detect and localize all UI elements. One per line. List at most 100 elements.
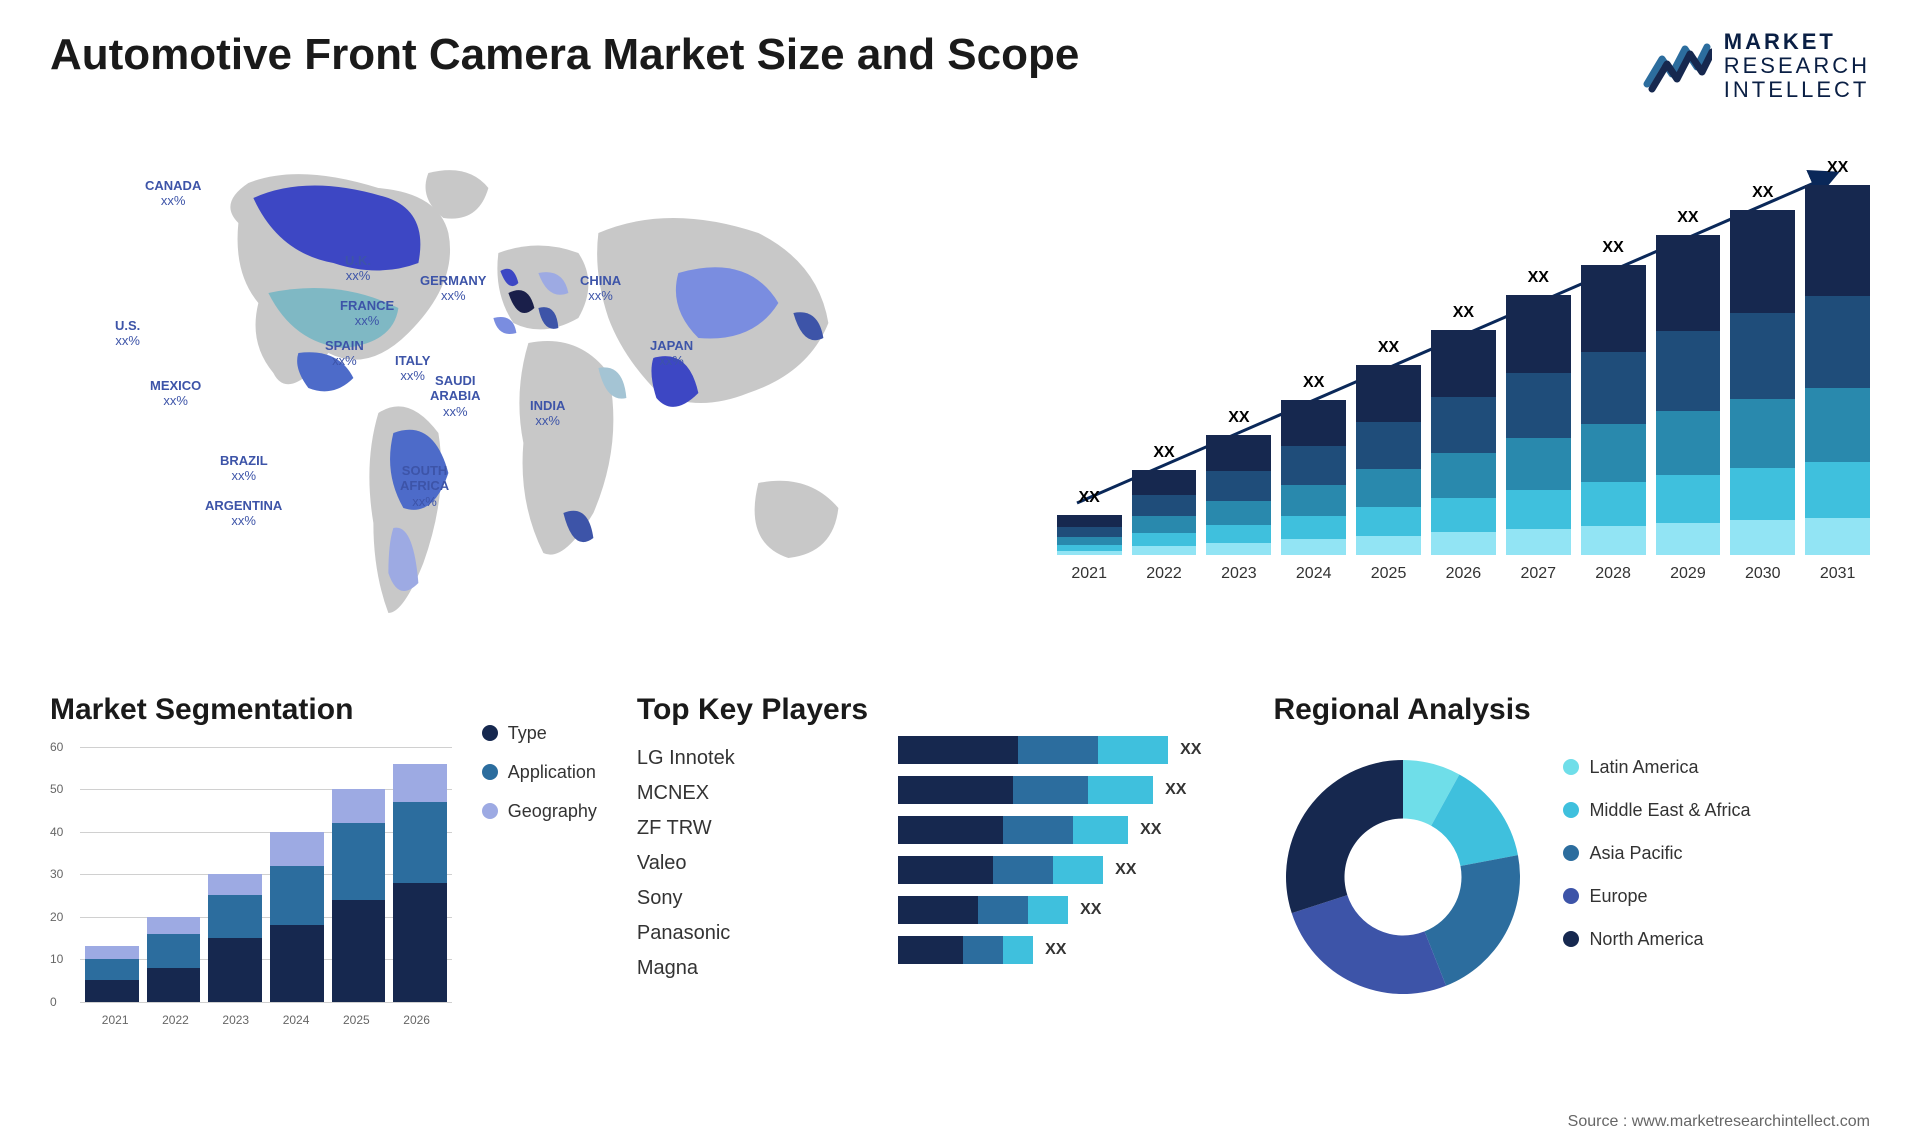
map-label: ARGENTINAxx%	[205, 498, 282, 529]
legend-item: Type	[482, 723, 597, 744]
source-attribution: Source : www.marketresearchintellect.com	[1568, 1113, 1870, 1131]
donut-slice	[1425, 855, 1520, 986]
player-name: ZF TRW	[637, 817, 868, 840]
player-bar-row: XX	[898, 816, 1233, 844]
player-name: LG Innotek	[637, 747, 868, 770]
player-bar-value: XX	[1080, 901, 1101, 919]
player-bar-row: XX	[898, 936, 1233, 964]
forecast-bar-value: XX	[1303, 374, 1324, 392]
donut-slice	[1292, 895, 1446, 994]
map-label: ITALYxx%	[395, 353, 430, 384]
map-label: CHINAxx%	[580, 273, 621, 304]
forecast-chart-panel: XX2021XX2022XX2023XX2024XX2025XX2026XX20…	[1057, 143, 1870, 643]
brand-logo: MARKET RESEARCH INTELLECT	[1642, 30, 1870, 103]
players-title: Top Key Players	[637, 693, 868, 727]
segmentation-chart: 0102030405060 202120222023202420252026	[50, 747, 452, 1027]
regional-title: Regional Analysis	[1273, 693, 1870, 727]
forecast-year-label: 2027	[1520, 565, 1556, 583]
forecast-bar: XX 2031	[1805, 159, 1870, 583]
forecast-bar-value: XX	[1228, 409, 1249, 427]
forecast-year-label: 2026	[1446, 565, 1482, 583]
seg-year-label: 2021	[102, 1013, 129, 1027]
segmentation-legend: Type Application Geography	[482, 693, 597, 1027]
seg-ytick: 10	[50, 952, 63, 966]
player-bar-value: XX	[1115, 861, 1136, 879]
seg-bar	[270, 832, 324, 1002]
player-name: Valeo	[637, 852, 868, 875]
forecast-year-label: 2025	[1371, 565, 1407, 583]
forecast-bar: XX 2024	[1281, 374, 1346, 583]
forecast-year-label: 2021	[1071, 565, 1107, 583]
legend-item: Application	[482, 762, 597, 783]
player-bar-value: XX	[1045, 941, 1066, 959]
map-label: GERMANYxx%	[420, 273, 486, 304]
forecast-bar: XX 2027	[1506, 269, 1571, 583]
forecast-year-label: 2030	[1745, 565, 1781, 583]
players-list: LG Innotek MCNEX ZF TRW Valeo Sony Panasonic M…	[637, 747, 868, 980]
forecast-bar: XX 2025	[1356, 339, 1421, 583]
map-label: BRAZILxx%	[220, 453, 268, 484]
player-name: Magna	[637, 957, 868, 980]
seg-year-label: 2026	[403, 1013, 430, 1027]
seg-year-label: 2025	[343, 1013, 370, 1027]
player-bar-row: XX	[898, 856, 1233, 884]
map-label: FRANCExx%	[340, 298, 394, 329]
player-bar-row: XX	[898, 896, 1233, 924]
forecast-bar-value: XX	[1528, 269, 1549, 287]
seg-ytick: 50	[50, 782, 63, 796]
forecast-year-label: 2024	[1296, 565, 1332, 583]
logo-icon	[1642, 39, 1712, 94]
forecast-bar-value: XX	[1752, 184, 1773, 202]
map-label: U.S.xx%	[115, 318, 140, 349]
map-label: SAUDIARABIAxx%	[430, 373, 481, 420]
legend-item: Geography	[482, 801, 597, 822]
seg-bar	[147, 917, 201, 1002]
seg-bar	[85, 946, 139, 1001]
seg-year-label: 2023	[222, 1013, 249, 1027]
forecast-bar: XX 2028	[1581, 239, 1646, 583]
forecast-year-label: 2031	[1820, 565, 1856, 583]
segmentation-title: Market Segmentation	[50, 693, 452, 727]
player-bar-value: XX	[1165, 781, 1186, 799]
seg-bar	[332, 789, 386, 1002]
forecast-bar: XX 2030	[1730, 184, 1795, 583]
legend-item: Middle East & Africa	[1563, 800, 1750, 821]
player-name: Panasonic	[637, 922, 868, 945]
seg-ytick: 40	[50, 825, 63, 839]
map-label: CANADAxx%	[145, 178, 201, 209]
seg-ytick: 30	[50, 867, 63, 881]
map-label: SOUTHAFRICAxx%	[400, 463, 449, 510]
player-bar-value: XX	[1140, 821, 1161, 839]
seg-year-label: 2024	[283, 1013, 310, 1027]
player-bar-value: XX	[1180, 741, 1201, 759]
world-map-panel: CANADAxx%U.S.xx%MEXICOxx%BRAZILxx%ARGENT…	[50, 143, 1007, 643]
page-title: Automotive Front Camera Market Size and …	[50, 30, 1079, 80]
seg-ytick: 60	[50, 740, 63, 754]
legend-item: North America	[1563, 929, 1750, 950]
forecast-bar-value: XX	[1079, 489, 1100, 507]
forecast-bar-value: XX	[1677, 209, 1698, 227]
legend-item: Latin America	[1563, 757, 1750, 778]
regional-legend: Latin AmericaMiddle East & AfricaAsia Pa…	[1563, 747, 1750, 1007]
forecast-bar: XX2026	[1431, 304, 1496, 583]
seg-ytick: 20	[50, 910, 63, 924]
seg-bar	[208, 874, 262, 1002]
forecast-year-label: 2029	[1670, 565, 1706, 583]
player-bar-row: XX	[898, 736, 1233, 764]
forecast-bar-value: XX	[1602, 239, 1623, 257]
player-name: Sony	[637, 887, 868, 910]
forecast-bar: XX 2021	[1057, 489, 1122, 583]
forecast-bar: XX2022	[1132, 444, 1197, 583]
seg-ytick: 0	[50, 995, 57, 1009]
map-label: INDIAxx%	[530, 398, 565, 429]
forecast-bar-value: XX	[1827, 159, 1848, 177]
forecast-bar-value: XX	[1153, 444, 1174, 462]
player-bar-row: XX	[898, 776, 1233, 804]
forecast-year-label: 2028	[1595, 565, 1631, 583]
player-name: MCNEX	[637, 782, 868, 805]
legend-item: Europe	[1563, 886, 1750, 907]
players-chart: XX XX XX XX XX XX	[898, 731, 1233, 1027]
map-label: JAPANxx%	[650, 338, 693, 369]
forecast-bar-value: XX	[1378, 339, 1399, 357]
map-label: SPAINxx%	[325, 338, 364, 369]
